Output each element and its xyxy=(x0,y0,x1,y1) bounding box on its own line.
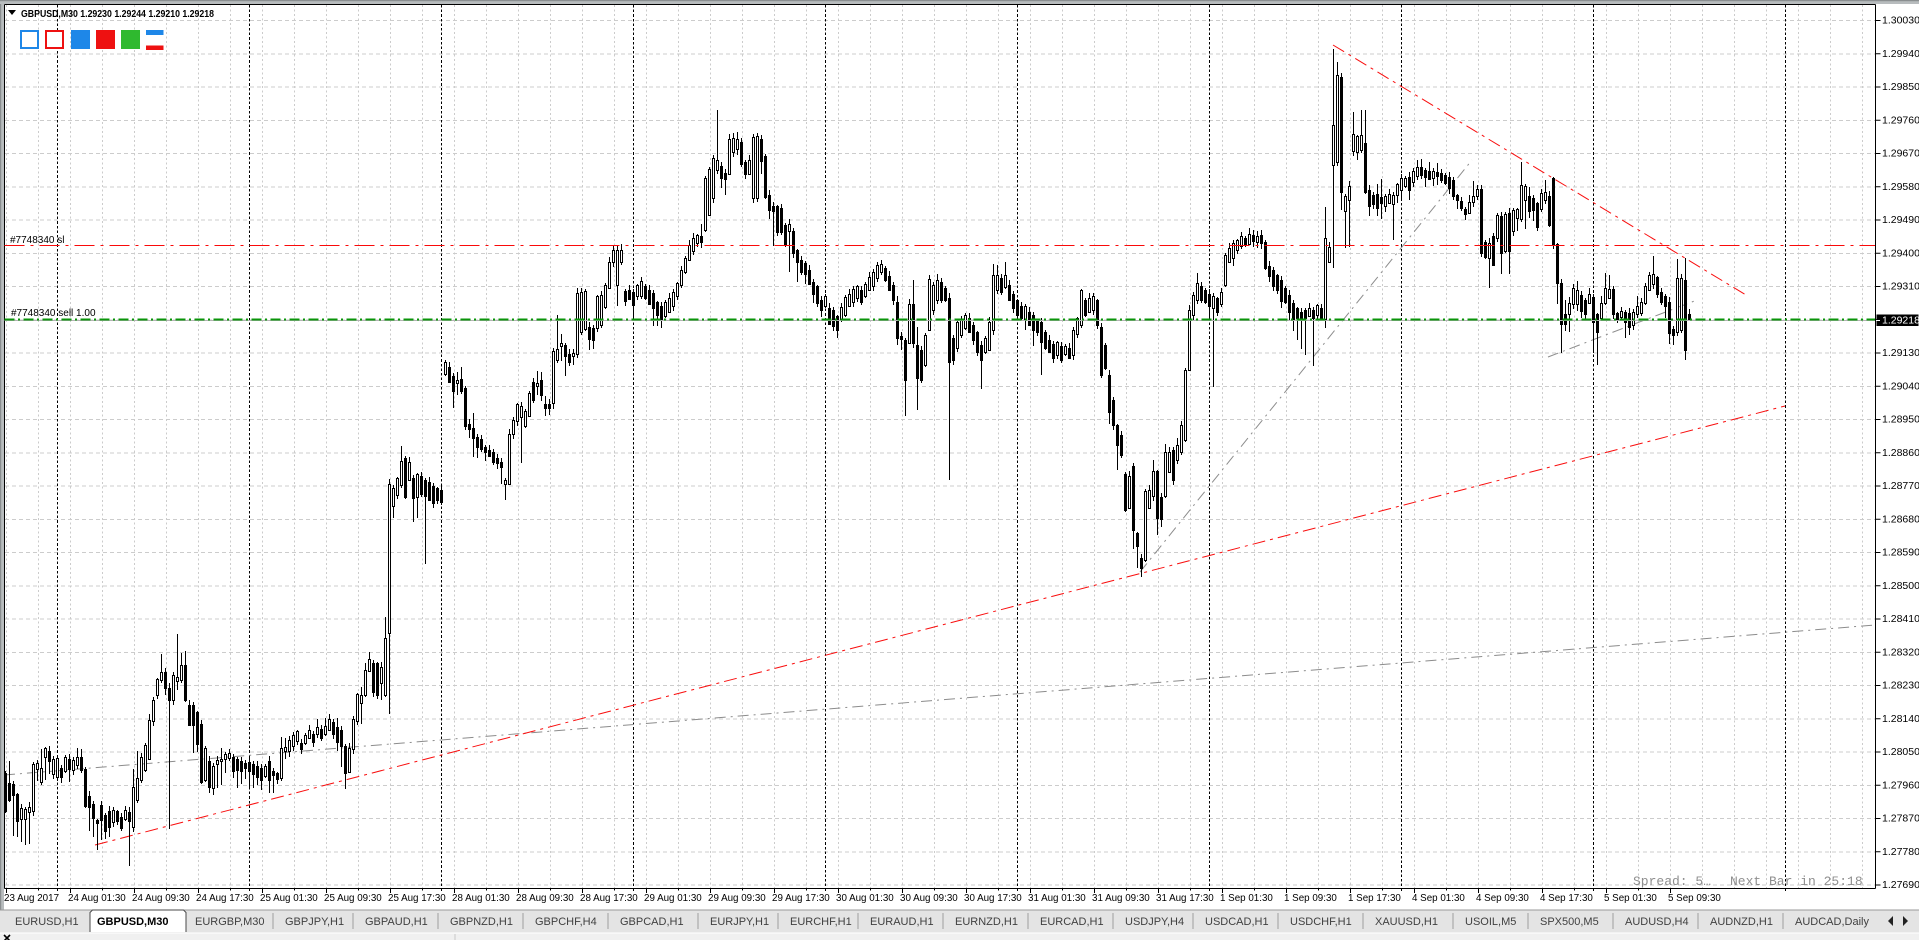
svg-text:25 Aug 17:30: 25 Aug 17:30 xyxy=(388,893,446,904)
svg-text:GBPCAD,H1: GBPCAD,H1 xyxy=(620,916,684,928)
svg-text:AUDCAD,Daily: AUDCAD,Daily xyxy=(1795,916,1869,928)
svg-text:1 Sep 09:30: 1 Sep 09:30 xyxy=(1284,893,1337,904)
svg-text:30 Aug 09:30: 30 Aug 09:30 xyxy=(900,893,958,904)
svg-text:1.29218: 1.29218 xyxy=(1882,315,1919,327)
svg-text:24 Aug 17:30: 24 Aug 17:30 xyxy=(196,893,254,904)
svg-text:USDJPY,H4: USDJPY,H4 xyxy=(1125,916,1184,928)
svg-text:Spread: 5…: Spread: 5… xyxy=(1633,874,1711,889)
svg-text:25 Aug 09:30: 25 Aug 09:30 xyxy=(324,893,382,904)
svg-text:EURCAD,H1: EURCAD,H1 xyxy=(1040,916,1104,928)
svg-text:AUDUSD,H4: AUDUSD,H4 xyxy=(1625,916,1689,928)
svg-text:1.29490: 1.29490 xyxy=(1882,214,1919,226)
svg-text:1.28050: 1.28050 xyxy=(1882,746,1919,758)
svg-text:1.28680: 1.28680 xyxy=(1882,513,1919,525)
svg-text:1.30030: 1.30030 xyxy=(1882,15,1919,27)
svg-text:SPX500,M5: SPX500,M5 xyxy=(1540,916,1599,928)
svg-text:5 Sep 09:30: 5 Sep 09:30 xyxy=(1668,893,1721,904)
svg-text:1.29130: 1.29130 xyxy=(1882,347,1919,359)
svg-text:25 Aug 01:30: 25 Aug 01:30 xyxy=(260,893,318,904)
svg-text:1.29670: 1.29670 xyxy=(1882,148,1919,160)
svg-text:1.29760: 1.29760 xyxy=(1882,114,1919,126)
svg-text:AUDNZD,H1: AUDNZD,H1 xyxy=(1710,916,1773,928)
svg-text:1.27960: 1.27960 xyxy=(1882,779,1919,791)
svg-text:1.28950: 1.28950 xyxy=(1882,414,1919,426)
svg-text:1.29940: 1.29940 xyxy=(1882,48,1919,60)
svg-text:GBPUSD,M30: GBPUSD,M30 xyxy=(97,916,169,928)
svg-text:23 Aug 2017: 23 Aug 2017 xyxy=(4,893,59,904)
svg-text:EURUSD,H1: EURUSD,H1 xyxy=(15,916,79,928)
svg-text:30 Aug 01:30: 30 Aug 01:30 xyxy=(836,893,894,904)
svg-text:1.28230: 1.28230 xyxy=(1882,680,1919,692)
svg-text:USDCAD,H1: USDCAD,H1 xyxy=(1205,916,1269,928)
svg-text:1.27870: 1.27870 xyxy=(1882,813,1919,825)
svg-text:GBPCHF,H4: GBPCHF,H4 xyxy=(535,916,597,928)
svg-text:1 Sep 17:30: 1 Sep 17:30 xyxy=(1348,893,1401,904)
svg-text:1.29850: 1.29850 xyxy=(1882,81,1919,93)
svg-text:1.28140: 1.28140 xyxy=(1882,713,1919,725)
svg-text:1.27690: 1.27690 xyxy=(1882,879,1919,891)
svg-text:29 Aug 01:30: 29 Aug 01:30 xyxy=(644,893,702,904)
svg-text:#7748340 sl: #7748340 sl xyxy=(10,235,65,246)
svg-text:GBPNZD,H1: GBPNZD,H1 xyxy=(450,916,513,928)
svg-text:31 Aug 17:30: 31 Aug 17:30 xyxy=(1156,893,1214,904)
svg-text:31 Aug 01:30: 31 Aug 01:30 xyxy=(1028,893,1086,904)
svg-text:4 Sep 17:30: 4 Sep 17:30 xyxy=(1540,893,1593,904)
svg-text:EURAUD,H1: EURAUD,H1 xyxy=(870,916,934,928)
svg-text:1.29400: 1.29400 xyxy=(1882,247,1919,259)
svg-text:28 Aug 17:30: 28 Aug 17:30 xyxy=(580,893,638,904)
svg-text:EURCHF,H1: EURCHF,H1 xyxy=(790,916,852,928)
svg-text:24 Aug 01:30: 24 Aug 01:30 xyxy=(68,893,126,904)
svg-text:GBPAUD,H1: GBPAUD,H1 xyxy=(365,916,428,928)
svg-text:Next Bar in 25:18: Next Bar in 25:18 xyxy=(1730,874,1863,889)
svg-text:29 Aug 09:30: 29 Aug 09:30 xyxy=(708,893,766,904)
svg-text:1.27780: 1.27780 xyxy=(1882,846,1919,858)
svg-text:GBPJPY,H1: GBPJPY,H1 xyxy=(285,916,344,928)
svg-text:1.28590: 1.28590 xyxy=(1882,547,1919,559)
svg-text:XAUUSD,H1: XAUUSD,H1 xyxy=(1375,916,1438,928)
svg-text:EURGBP,M30: EURGBP,M30 xyxy=(195,916,265,928)
svg-text:USDCHF,H1: USDCHF,H1 xyxy=(1290,916,1352,928)
svg-text:1.28320: 1.28320 xyxy=(1882,646,1919,658)
svg-text:GBPUSD,M30 1.29230 1.29244 1.: GBPUSD,M30 1.29230 1.29244 1.29210 1.292… xyxy=(21,9,214,20)
svg-text:1.29580: 1.29580 xyxy=(1882,181,1919,193)
svg-text:#7748340 sell 1.00: #7748340 sell 1.00 xyxy=(11,308,96,319)
svg-text:USOIL,M5: USOIL,M5 xyxy=(1465,916,1516,928)
svg-text:31 Aug 09:30: 31 Aug 09:30 xyxy=(1092,893,1150,904)
svg-text:4 Sep 01:30: 4 Sep 01:30 xyxy=(1412,893,1465,904)
svg-text:EURNZD,H1: EURNZD,H1 xyxy=(955,916,1018,928)
svg-text:1 Sep 01:30: 1 Sep 01:30 xyxy=(1220,893,1273,904)
svg-text:5 Sep 01:30: 5 Sep 01:30 xyxy=(1604,893,1657,904)
svg-text:1.29310: 1.29310 xyxy=(1882,281,1919,293)
svg-text:24 Aug 09:30: 24 Aug 09:30 xyxy=(132,893,190,904)
svg-text:28 Aug 01:30: 28 Aug 01:30 xyxy=(452,893,510,904)
svg-text:30 Aug 17:30: 30 Aug 17:30 xyxy=(964,893,1022,904)
svg-text:EURJPY,H1: EURJPY,H1 xyxy=(710,916,769,928)
svg-text:1.28770: 1.28770 xyxy=(1882,480,1919,492)
svg-text:28 Aug 09:30: 28 Aug 09:30 xyxy=(516,893,574,904)
svg-text:29 Aug 17:30: 29 Aug 17:30 xyxy=(772,893,830,904)
svg-text:4 Sep 09:30: 4 Sep 09:30 xyxy=(1476,893,1529,904)
svg-text:1.28860: 1.28860 xyxy=(1882,447,1919,459)
svg-text:1.29040: 1.29040 xyxy=(1882,380,1919,392)
svg-text:1.28500: 1.28500 xyxy=(1882,580,1919,592)
svg-text:1.28410: 1.28410 xyxy=(1882,613,1919,625)
